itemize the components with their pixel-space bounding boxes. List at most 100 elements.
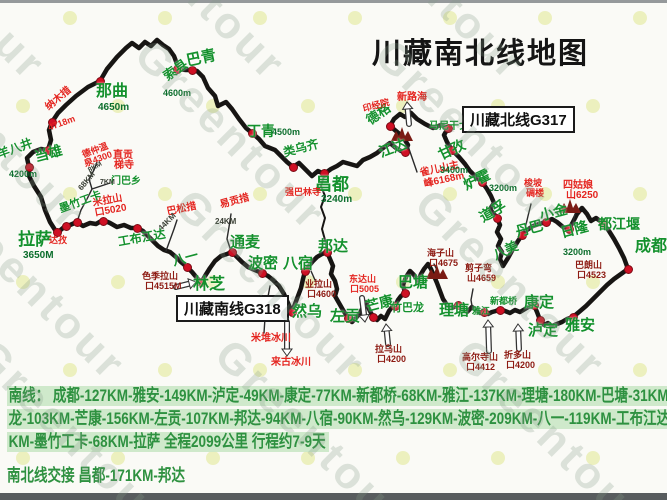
map-arrow-head <box>281 348 293 357</box>
watermark-dot <box>111 99 125 113</box>
map-label-pass: 口4600 <box>307 289 337 299</box>
city-dot <box>48 118 57 127</box>
side-road <box>91 182 111 190</box>
city-dot <box>536 316 545 325</box>
watermark-dot <box>586 275 600 289</box>
top-frame-bar <box>0 0 667 3</box>
watermark-dot <box>16 275 30 289</box>
watermark-dot <box>111 275 125 289</box>
map-arrow-head <box>512 323 525 332</box>
map-label-sight: 口5005 <box>350 284 380 294</box>
side-road <box>310 270 316 281</box>
city-dot <box>569 313 578 322</box>
city-dot <box>133 224 142 233</box>
map-arrow-head <box>482 319 495 328</box>
city-dot <box>62 222 71 231</box>
city-dot <box>188 66 197 75</box>
map-label-city: 昌都 <box>315 175 349 194</box>
map-label-city: 八宿 <box>283 255 314 272</box>
watermark-dot <box>443 187 457 201</box>
map-label-pass: 拉乌山 <box>375 344 403 354</box>
map-label-elev: 3650M <box>23 250 54 261</box>
footer-line-4: 南北线交接 昌都-171KM-邦达 <box>7 466 185 485</box>
watermark-dot <box>206 275 220 289</box>
map-label-pass: 业拉山 <box>305 279 333 289</box>
city-dot <box>530 301 539 310</box>
map-label-city: 然乌 <box>292 303 323 320</box>
page-title: 川藏南北线地图 <box>372 38 590 70</box>
city-dot <box>99 217 108 226</box>
map-label-sight: 山6250 <box>566 190 599 201</box>
map-label-sight: 梭坡 <box>524 178 543 188</box>
watermark-dot <box>63 363 77 377</box>
city-dot <box>480 308 489 317</box>
map-label-sight: 梯寺 <box>114 160 134 171</box>
city-dot <box>599 219 608 228</box>
city-dot <box>96 77 105 86</box>
map-label-elev: 4600m <box>163 88 192 98</box>
north-route-legend: 川藏北线G317 <box>462 106 575 133</box>
map-label-city: 邦达 <box>318 238 349 255</box>
map-arrow-head <box>401 101 414 111</box>
map-label-city: 康定 <box>524 294 555 311</box>
watermark-dot <box>491 451 505 465</box>
city-dot <box>73 218 82 227</box>
map-label-pass: 山4659 <box>467 273 497 283</box>
map-arrow-head <box>187 278 197 290</box>
map-label-pass: 口4200 <box>506 360 536 370</box>
watermark-dot <box>538 11 552 25</box>
map-label-sight: 米堆冰川 <box>251 333 291 344</box>
mountain-peak-icon <box>391 127 413 141</box>
city-dot <box>25 163 34 172</box>
watermark-dot <box>633 363 647 377</box>
city-dot <box>401 289 410 298</box>
map-label-city: 通麦 <box>230 234 261 251</box>
side-road <box>165 219 178 252</box>
map-label-elev: 3240m <box>321 194 353 205</box>
map-label-elev: 3400m <box>440 165 469 175</box>
city-dot <box>624 265 633 274</box>
map-label-city: 门巴乡 <box>111 176 141 187</box>
route-connector <box>320 175 328 252</box>
map-label-pass: 口4675 <box>429 258 459 268</box>
map-arrow <box>405 107 411 126</box>
city-dot <box>391 302 400 311</box>
watermark-dot <box>16 451 30 465</box>
watermark-dot <box>538 363 552 377</box>
map-label-sight: 东达山 <box>349 274 377 284</box>
city-dot <box>542 218 551 227</box>
city-dot <box>320 169 329 178</box>
city-dot <box>248 129 257 138</box>
map-label-sight: 直贡 <box>113 150 133 161</box>
map-label-city: 马尼干戈 <box>429 121 469 132</box>
map-label-sight: 新路海 <box>397 92 427 103</box>
route-g317 <box>24 37 631 272</box>
map-arrow-head <box>380 323 393 333</box>
map-label-city: 丁青 <box>247 123 275 139</box>
city-dot <box>518 231 527 240</box>
city-dot <box>454 301 463 310</box>
map-label-elev: 4650m <box>98 102 130 113</box>
side-road <box>226 213 232 252</box>
map-label-pass: 口4412 <box>466 362 496 372</box>
map-label-elev: 4200m <box>9 169 38 179</box>
watermark-dot <box>633 187 647 201</box>
city-dot <box>401 148 410 157</box>
map-label-sight: 来古冰川 <box>271 357 311 368</box>
side-road <box>524 203 532 230</box>
watermark-dot <box>63 187 77 201</box>
map-label-km: 7KM <box>100 179 115 186</box>
city-dot <box>493 214 502 223</box>
city-dot <box>301 267 310 276</box>
map-label-city: 理塘 <box>439 302 470 319</box>
map-arrow <box>384 329 390 346</box>
watermark-dot <box>63 11 77 25</box>
map-label-city: 林芝 <box>193 276 226 293</box>
map-label-city: 新都桥 <box>490 296 518 306</box>
watermark-dot <box>348 363 362 377</box>
footer-line-2: 龙-103KM-芒康-156KM-左贡-107KM-邦达-94KM-八宿-90K… <box>7 404 667 429</box>
watermark-dot <box>348 11 362 25</box>
city-dot <box>444 124 453 133</box>
